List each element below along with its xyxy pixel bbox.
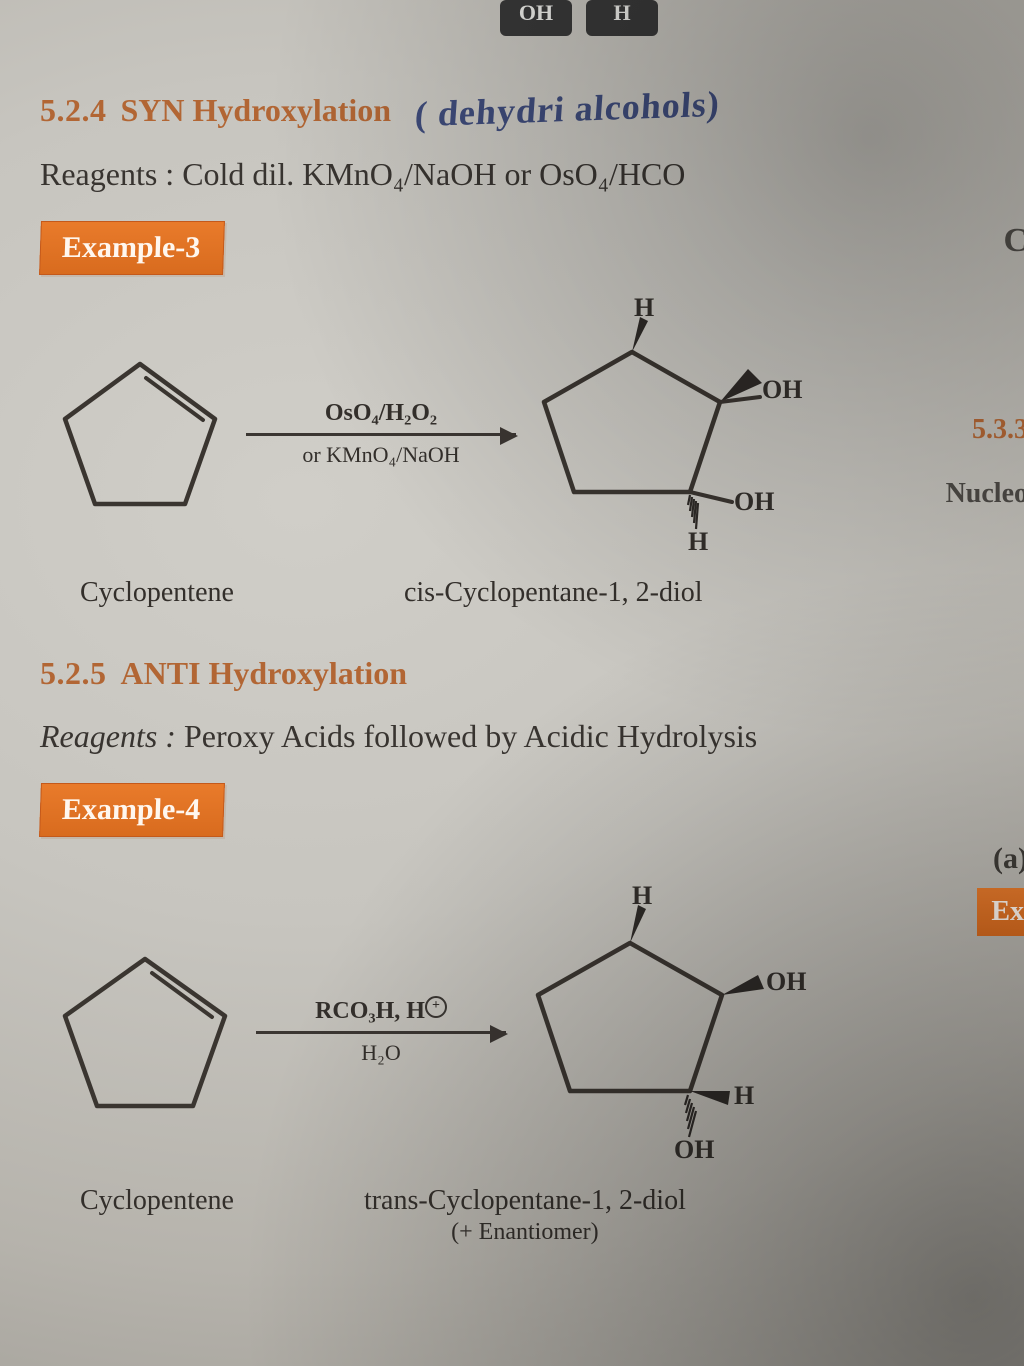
section-2-title: ANTI Hydroxylation [121,655,408,692]
reagents-label-2: Reagents : [40,718,176,754]
section-2-heading: 5.2.5 ANTI Hydroxylation [40,655,1014,692]
reaction-1-arrow-top: OsO₄/H₂O₂ [325,400,437,427]
section-1-heading: 5.2.4 SYN Hydroxylation ( dehydri alcoho… [40,88,1014,130]
reactant-1-label: Cyclopentene [80,577,234,609]
trans-diol-structure: H OH H OH [512,883,822,1173]
reagents-text: Cold dil. KMnO₄/NaOH or OsO₄/HCO [182,156,685,192]
reaction-2-labels: Cyclopentene trans-Cyclopentane-1, 2-dio… [40,1185,1014,1246]
topbit-oh: OH [500,0,572,36]
edge-text-a: (a) [993,842,1024,876]
reaction-2-row: RCO₃H, H+ H₂O [40,889,1014,1173]
section-2-number: 5.2.5 [40,655,107,692]
label-oh-upper: OH [766,967,806,997]
edge-text-nucleo: Nucleo [946,478,1024,510]
product-1-label: cis-Cyclopentane-1, 2-diol [404,577,703,609]
label-h-top: H [634,293,654,323]
page: OH H 5.2.4 SYN Hydroxylation ( dehydri a… [0,0,1024,1366]
topbit-h: H [586,0,658,36]
section-1-title: SYN Hydroxylation [121,92,392,129]
arrow-line-icon [246,433,516,436]
section-1-reagents: Reagents : Cold dil. KMnO₄/NaOH or OsO₄/… [40,156,1014,193]
reaction-1-arrow: OsO₄/H₂O₂ or KMnO₄/NaOH [246,400,516,468]
cropped-prev-boxes: OH H [500,0,658,36]
reaction-1-labels: Cyclopentene cis-Cyclopentane-1, 2-diol [40,577,1014,609]
edge-text-533: 5.3.3 [972,414,1024,446]
product-2-label: trans-Cyclopentane-1, 2-diol (+ Enantiom… [364,1185,686,1246]
cyclopentene-structure-1 [40,339,240,529]
handwritten-note: ( dehydri alcohols) [414,83,722,136]
reaction-2-arrow: RCO₃H, H+ H₂O [256,996,506,1066]
reactant-2-label: Cyclopentene [80,1185,234,1246]
reaction-1-row: OsO₄/H₂O₂ or KMnO₄/NaOH [40,311,1014,557]
reaction-1-arrow-bottom: or KMnO₄/NaOH [302,442,459,468]
edge-tab-ex: Ex [977,888,1024,936]
example-3-tab: Example-3 [39,221,225,275]
reagents-text-2: Peroxy Acids followed by Acidic Hydrolys… [184,718,757,754]
label-h-top-2: H [632,881,652,911]
label-h-bottom: H [688,527,708,557]
edge-text-c: C [1003,222,1024,260]
example-4-tab: Example-4 [39,783,225,837]
label-h-right: H [734,1081,754,1111]
label-oh-1: OH [762,375,802,405]
h-plus-icon: + [425,996,447,1018]
section-1-number: 5.2.4 [40,92,107,129]
cyclopentene-structure-2 [40,931,250,1131]
reaction-2-arrow-bottom: H₂O [361,1040,400,1066]
label-oh-lower: OH [674,1135,714,1165]
reagents-label: Reagents : [40,156,174,192]
cis-diol-structure: H OH OH H [522,297,822,557]
section-2-reagents: Reagents : Peroxy Acids followed by Acid… [40,718,1014,755]
label-oh-2: OH [734,487,774,517]
arrow-line-icon [256,1031,506,1034]
reaction-2-arrow-top: RCO₃H, H+ [315,996,447,1025]
